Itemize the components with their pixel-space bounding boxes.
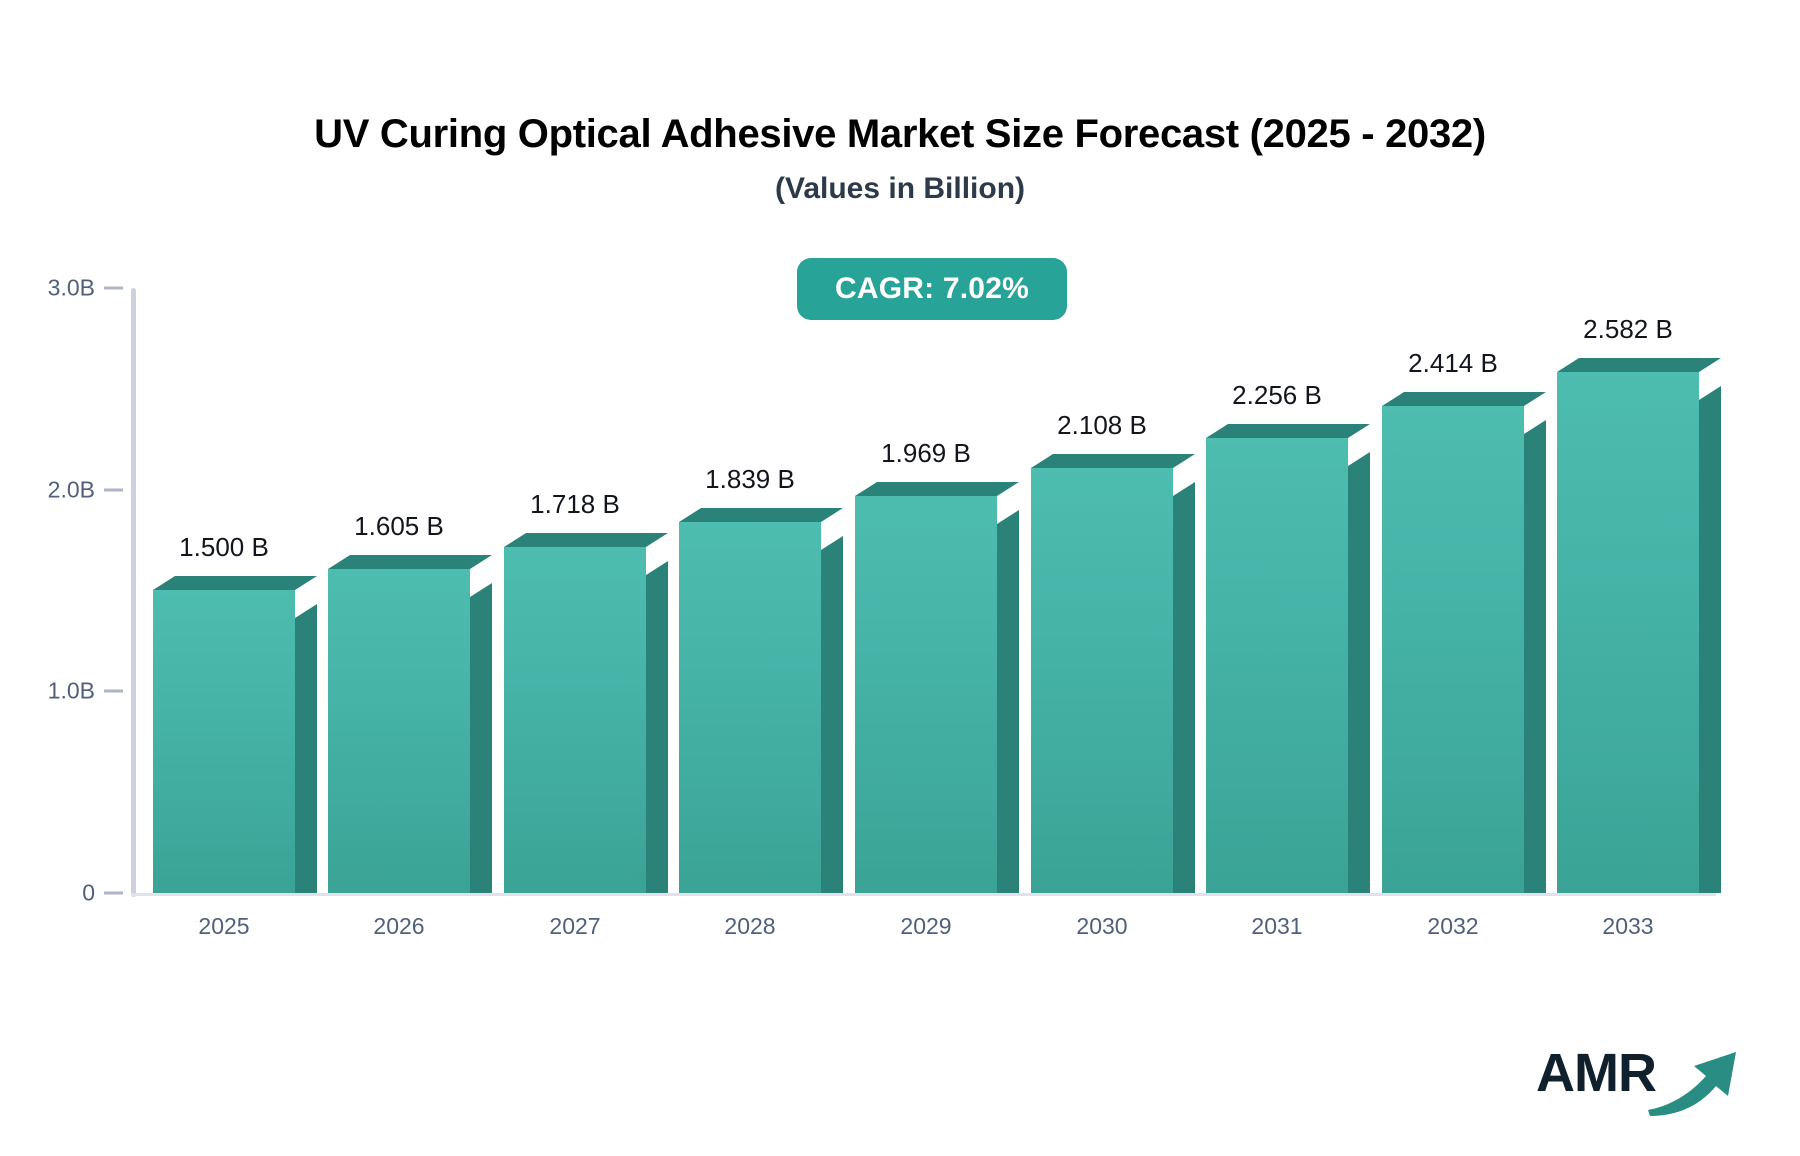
bar-value-label: 1.969 B — [881, 438, 971, 468]
x-axis-tick-label: 2028 — [724, 913, 776, 939]
y-axis-tick-label: 0 — [82, 879, 95, 906]
bar-value-label: 2.108 B — [1057, 410, 1147, 440]
bar[interactable] — [855, 482, 1019, 893]
bar[interactable] — [328, 555, 492, 893]
y-axis-tick-mark — [104, 891, 123, 895]
bar-side-face — [821, 536, 843, 893]
x-axis-tick-label: 2032 — [1427, 913, 1479, 939]
bar-top-face — [855, 482, 1019, 496]
trending-up-arrow-icon — [1644, 1046, 1744, 1123]
x-axis-tick-label: 2027 — [549, 913, 601, 939]
bar-front-face — [153, 590, 295, 893]
x-axis-tick-label: 2029 — [900, 913, 952, 939]
bar-top-face — [153, 576, 317, 590]
bar[interactable] — [1557, 358, 1721, 893]
bar-value-label: 1.718 B — [530, 489, 620, 519]
logo-text: AMR — [1536, 1043, 1657, 1103]
x-axis-tick-label: 2025 — [198, 913, 250, 939]
x-axis-line — [131, 893, 1716, 896]
bar-side-face — [997, 510, 1019, 893]
bar-side-face — [470, 583, 492, 893]
bar-front-face — [1557, 372, 1699, 893]
bar-top-face — [1031, 454, 1195, 468]
bar-side-face — [1524, 420, 1546, 893]
bar-front-face — [1031, 468, 1173, 893]
chart-subtitle: (Values in Billion) — [774, 172, 1026, 205]
bar[interactable] — [153, 576, 317, 893]
bar-value-label: 2.414 B — [1408, 348, 1498, 378]
y-axis-line — [131, 288, 136, 897]
y-axis-tick-label: 1.0B — [47, 677, 95, 704]
cagr-badge-label: CAGR: 7.02% — [835, 272, 1029, 305]
y-axis-tick-label: 3.0B — [47, 274, 95, 301]
bar-top-face — [504, 533, 668, 547]
bar-top-face — [328, 555, 492, 569]
y-axis-tick-label: 2.0B — [47, 476, 95, 503]
bar-top-face — [1382, 392, 1546, 406]
bar-value-label: 2.256 B — [1232, 380, 1322, 410]
bar-side-face — [646, 561, 668, 893]
amr-logo: AMR — [1536, 1040, 1746, 1120]
x-axis-tick-label: 2026 — [373, 913, 425, 939]
bar-front-face — [679, 522, 821, 893]
bar-top-face — [679, 508, 843, 522]
bar-side-face — [1173, 482, 1195, 893]
bar-side-face — [1348, 452, 1370, 893]
bar-front-face — [504, 547, 646, 893]
bar[interactable] — [1206, 424, 1370, 893]
bar[interactable] — [1382, 392, 1546, 893]
bar[interactable] — [1031, 454, 1195, 893]
bar-front-face — [328, 569, 470, 893]
bar-top-face — [1206, 424, 1370, 438]
bar-side-face — [1699, 386, 1721, 893]
x-axis-tick-label: 2033 — [1602, 913, 1654, 939]
bar[interactable] — [679, 508, 843, 893]
bar-value-label: 2.582 B — [1583, 314, 1673, 344]
bar-front-face — [855, 496, 997, 893]
y-axis-tick-mark — [104, 286, 123, 290]
page-title: UV Curing Optical Adhesive Market Size F… — [314, 112, 1486, 156]
bar-value-label: 1.500 B — [179, 532, 269, 562]
bar-front-face — [1382, 406, 1524, 893]
bar-top-face — [1557, 358, 1721, 372]
bar-side-face — [295, 604, 317, 893]
bar-value-label: 1.605 B — [354, 511, 444, 541]
cagr-badge: CAGR: 7.02% — [797, 258, 1067, 320]
y-axis-tick-mark — [104, 488, 123, 492]
bar-value-label: 1.839 B — [705, 464, 795, 494]
bar-front-face — [1206, 438, 1348, 893]
x-axis-tick-label: 2031 — [1251, 913, 1303, 939]
y-axis-tick-mark — [104, 689, 123, 693]
bar[interactable] — [504, 533, 668, 893]
x-axis-tick-label: 2030 — [1076, 913, 1128, 939]
